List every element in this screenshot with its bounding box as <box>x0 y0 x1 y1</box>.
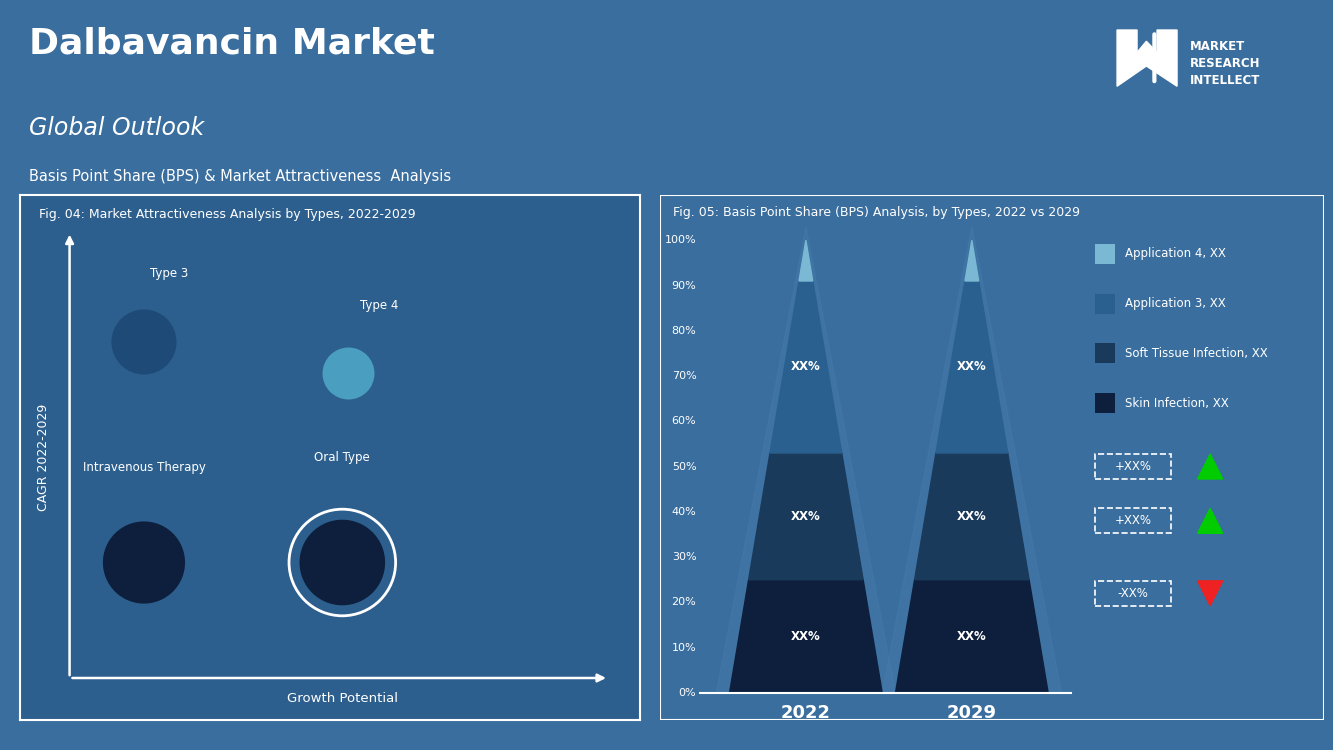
Polygon shape <box>965 240 978 281</box>
Polygon shape <box>1197 580 1222 606</box>
Polygon shape <box>936 281 1008 453</box>
Polygon shape <box>798 240 813 281</box>
Polygon shape <box>914 453 1029 580</box>
Text: Oral Type: Oral Type <box>315 451 371 464</box>
Text: Soft Tissue Infection, XX: Soft Tissue Infection, XX <box>1125 347 1268 360</box>
Text: XX%: XX% <box>790 630 821 643</box>
Text: Type 3: Type 3 <box>149 267 188 280</box>
Text: Dalbavancin Market: Dalbavancin Market <box>29 26 435 60</box>
Text: Skin Infection, XX: Skin Infection, XX <box>1125 397 1228 410</box>
Polygon shape <box>1117 30 1177 86</box>
Text: XX%: XX% <box>957 510 986 523</box>
Text: INTELLECT: INTELLECT <box>1190 74 1261 87</box>
Text: XX%: XX% <box>957 630 986 643</box>
FancyBboxPatch shape <box>1094 294 1116 314</box>
Point <box>133 336 155 348</box>
FancyBboxPatch shape <box>1094 393 1116 413</box>
Text: 2022: 2022 <box>781 704 830 722</box>
Text: 80%: 80% <box>672 326 696 336</box>
Point <box>337 368 359 380</box>
Text: 90%: 90% <box>672 280 696 290</box>
Polygon shape <box>896 580 1048 693</box>
Text: 70%: 70% <box>672 371 696 381</box>
Text: RESEARCH: RESEARCH <box>1190 57 1261 70</box>
Polygon shape <box>749 453 864 580</box>
Text: 40%: 40% <box>672 507 696 517</box>
Text: Fig. 04: Market Attractiveness Analysis by Types, 2022-2029: Fig. 04: Market Attractiveness Analysis … <box>39 208 415 221</box>
Text: Type 4: Type 4 <box>360 298 399 312</box>
FancyBboxPatch shape <box>1094 344 1116 363</box>
Text: 0%: 0% <box>678 688 696 698</box>
Text: +XX%: +XX% <box>1114 514 1152 527</box>
Text: Global Outlook: Global Outlook <box>29 116 204 140</box>
Text: Growth Potential: Growth Potential <box>287 692 397 705</box>
Polygon shape <box>729 580 882 693</box>
Text: XX%: XX% <box>957 361 986 374</box>
Polygon shape <box>882 226 1061 693</box>
Point <box>332 556 353 568</box>
Polygon shape <box>1197 509 1222 533</box>
Text: Application 3, XX: Application 3, XX <box>1125 297 1225 310</box>
Polygon shape <box>1197 454 1222 479</box>
Point <box>133 556 155 568</box>
Text: 60%: 60% <box>672 416 696 426</box>
Text: Intravenous Therapy: Intravenous Therapy <box>83 461 205 475</box>
Text: MARKET: MARKET <box>1190 40 1245 53</box>
FancyBboxPatch shape <box>1094 244 1116 264</box>
Text: XX%: XX% <box>790 510 821 523</box>
Text: 30%: 30% <box>672 552 696 562</box>
Text: Basis Point Share (BPS) & Market Attractiveness  Analysis: Basis Point Share (BPS) & Market Attract… <box>29 169 452 184</box>
Text: 50%: 50% <box>672 461 696 472</box>
Text: 20%: 20% <box>672 597 696 608</box>
Text: +XX%: +XX% <box>1114 460 1152 473</box>
Text: Application 4, XX: Application 4, XX <box>1125 248 1225 260</box>
Text: 100%: 100% <box>665 236 696 245</box>
Text: Fig. 05: Basis Point Share (BPS) Analysis, by Types, 2022 vs 2029: Fig. 05: Basis Point Share (BPS) Analysi… <box>673 206 1080 219</box>
Text: 10%: 10% <box>672 643 696 652</box>
Polygon shape <box>716 226 896 693</box>
Point <box>332 556 353 568</box>
Text: XX%: XX% <box>790 361 821 374</box>
Text: -XX%: -XX% <box>1117 586 1148 600</box>
Polygon shape <box>770 281 841 453</box>
Text: 2029: 2029 <box>946 704 997 722</box>
Text: CAGR 2022-2029: CAGR 2022-2029 <box>37 404 51 512</box>
